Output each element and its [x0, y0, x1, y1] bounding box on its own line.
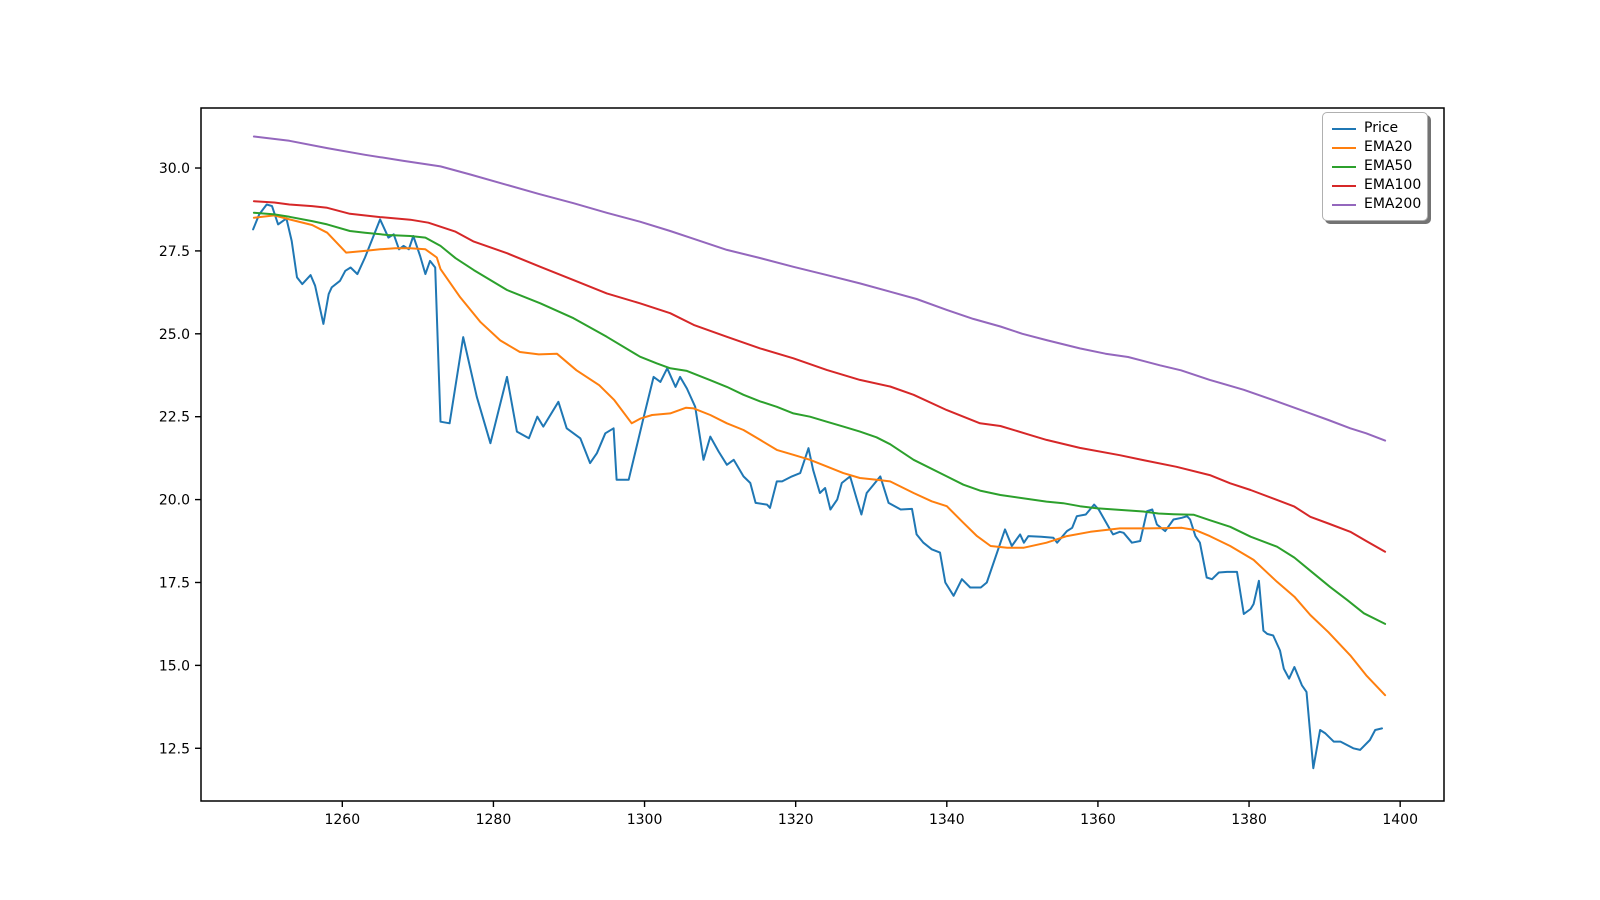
y-tick-label: 27.5: [159, 244, 190, 260]
legend-label: EMA100: [1364, 177, 1422, 193]
x-tick-label: 1360: [1080, 812, 1116, 828]
legend-label: Price: [1364, 120, 1399, 136]
series-line-ema50: [252, 211, 1387, 625]
legend-item-ema20: EMA20: [1332, 138, 1418, 157]
y-tick-label: 20.0: [159, 493, 190, 509]
x-tick-label: 1380: [1231, 812, 1267, 828]
legend-item-ema100: EMA100: [1332, 176, 1422, 195]
x-tick-label: 1280: [476, 812, 512, 828]
legend-label: EMA200: [1364, 196, 1422, 212]
legend-line-swatch: [1332, 165, 1356, 168]
series-line-ema20: [252, 214, 1387, 697]
x-tick-label: 1300: [627, 812, 663, 828]
y-tick-label: 12.5: [159, 741, 190, 757]
x-tick-label: 1320: [778, 812, 814, 828]
legend-line-swatch: [1332, 146, 1356, 149]
series-line-ema100: [252, 200, 1387, 553]
y-tick-label: 25.0: [159, 327, 190, 343]
series-line-ema200: [252, 135, 1387, 442]
x-tick-label: 1340: [929, 812, 965, 828]
axes-spines: [200, 107, 1445, 802]
legend-item-ema50: EMA50: [1332, 157, 1418, 176]
y-tick-label: 22.5: [159, 410, 190, 426]
legend-line-swatch: [1332, 203, 1356, 206]
x-tick-label: 1400: [1382, 812, 1418, 828]
legend-label: EMA50: [1364, 158, 1413, 174]
y-tick-label: 15.0: [159, 658, 190, 674]
legend-item-price: Price: [1332, 119, 1418, 138]
x-tick-label: 1260: [324, 812, 360, 828]
y-tick-label: 30.0: [159, 161, 190, 177]
y-tick-label: 17.5: [159, 575, 190, 591]
legend: Price EMA20 EMA50 EMA100 EMA200: [1322, 112, 1428, 221]
legend-line-swatch: [1332, 127, 1356, 130]
legend-label: EMA20: [1364, 139, 1413, 155]
legend-item-ema200: EMA200: [1332, 195, 1422, 214]
legend-line-swatch: [1332, 184, 1356, 187]
series-line-price: [252, 203, 1383, 770]
